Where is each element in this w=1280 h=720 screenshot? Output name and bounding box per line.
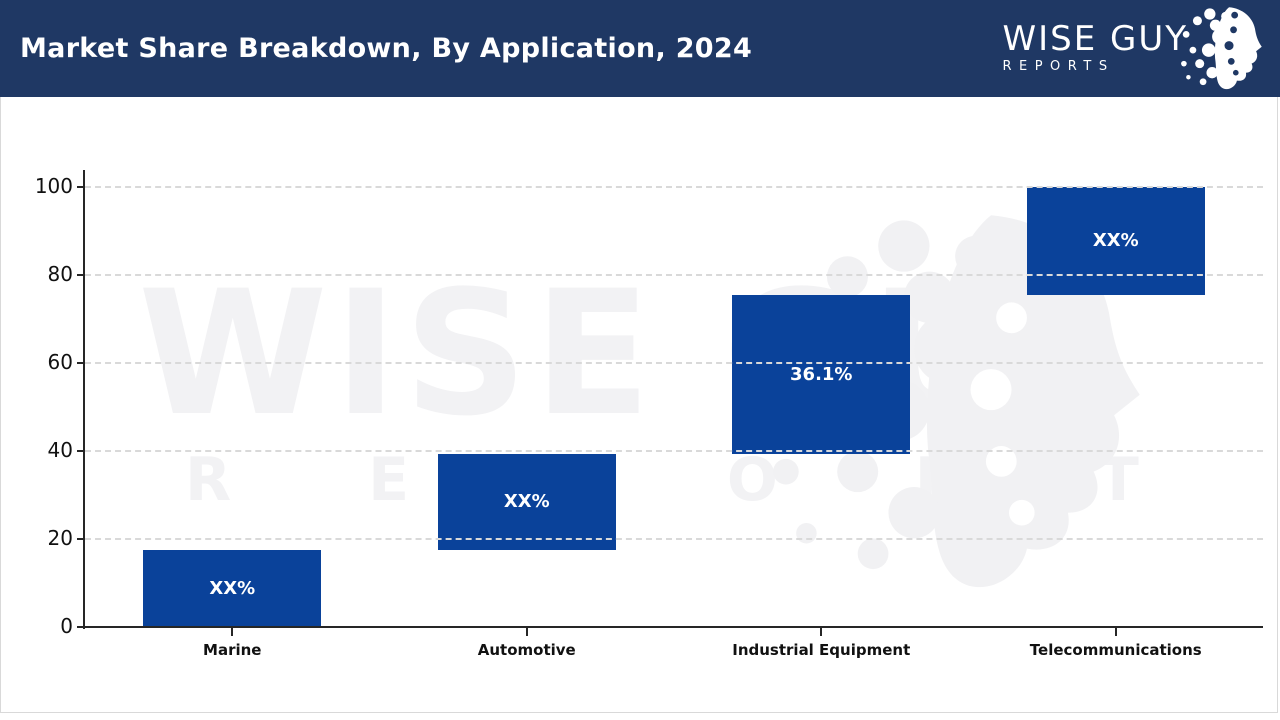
x-axis-line: [83, 626, 1263, 628]
x-tick-mark: [1114, 627, 1117, 636]
gridline: [85, 538, 1263, 540]
y-tick-mark: [77, 362, 85, 364]
gridline: [85, 186, 1263, 188]
bar-value-label: XX%: [1092, 230, 1139, 252]
wise-guy-logo: WISE GUY REPORTS: [1002, 5, 1280, 93]
x-category-label: Industrial Equipment: [732, 641, 911, 659]
x-category-label: Telecommunications: [1029, 641, 1202, 659]
y-tick-label: 100: [34, 174, 73, 198]
bar-segment: 36.1%: [732, 294, 911, 454]
bar-segment: XX%: [143, 550, 322, 627]
bar-segment: XX%: [437, 453, 616, 550]
x-tick-mark: [231, 627, 234, 636]
y-tick-label: 80: [47, 262, 73, 286]
bar-value-label: XX%: [503, 491, 550, 513]
x-tick-mark: [525, 627, 528, 636]
bar-segment: XX%: [1026, 187, 1205, 295]
logo-text: WISE GUY REPORTS: [1002, 22, 1188, 75]
bar-value-label: 36.1%: [790, 363, 853, 385]
logo-subtitle: REPORTS: [1002, 59, 1115, 74]
logo-head-icon: [1181, 6, 1262, 89]
y-tick-mark: [77, 450, 85, 452]
logo-wordmark: WISE GUY: [1002, 19, 1188, 59]
y-tick-mark: [77, 626, 85, 628]
y-tick-label: 60: [47, 350, 73, 374]
gridline: [85, 450, 1263, 452]
y-tick-mark: [77, 186, 85, 188]
x-tick-mark: [820, 627, 823, 636]
x-category-label: Marine: [203, 641, 262, 659]
y-tick-label: 0: [60, 614, 73, 638]
y-tick-label: 40: [47, 438, 73, 462]
x-category-label: Automotive: [477, 641, 576, 659]
y-tick-label: 20: [47, 526, 73, 550]
gridline: [85, 274, 1263, 276]
bar-value-label: XX%: [209, 578, 256, 599]
y-axis-line: [83, 170, 85, 629]
gridline: [85, 362, 1263, 364]
page-title: Market Share Breakdown, By Application, …: [20, 33, 753, 64]
y-tick-mark: [77, 274, 85, 276]
y-tick-mark: [77, 538, 85, 540]
header-banner: Market Share Breakdown, By Application, …: [0, 0, 1280, 97]
